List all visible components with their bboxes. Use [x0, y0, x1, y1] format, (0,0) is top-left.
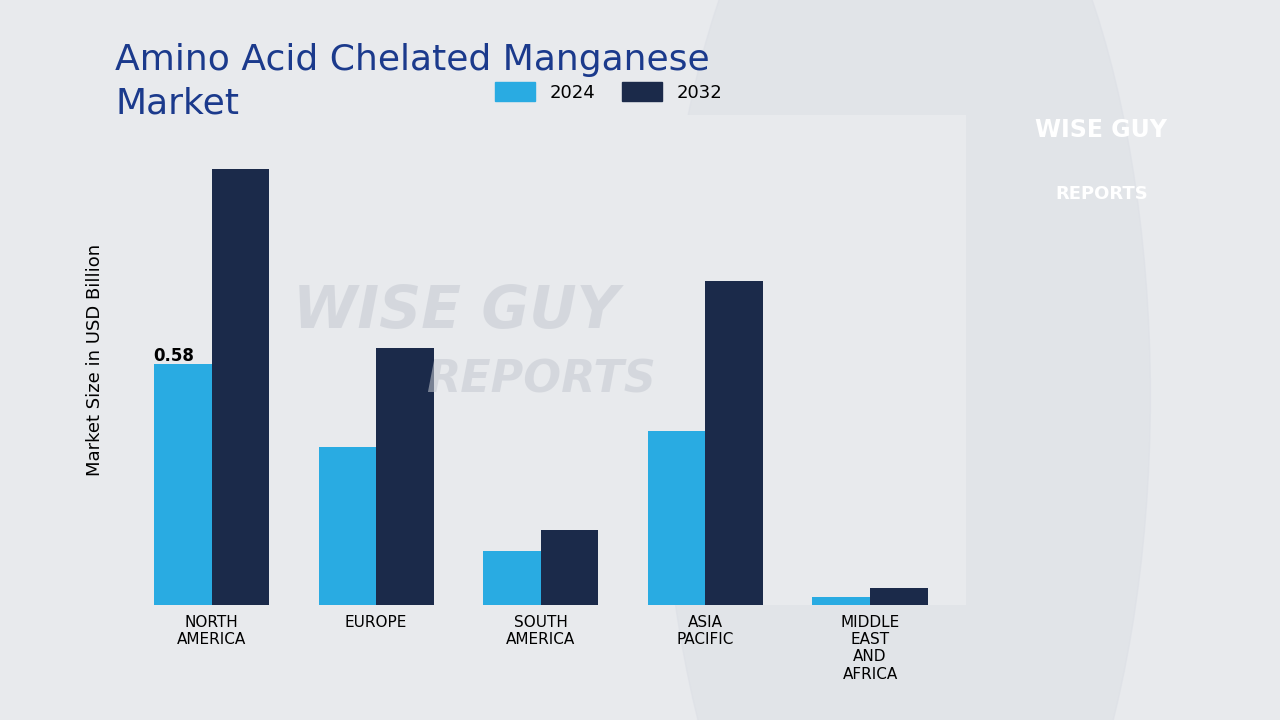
Legend: 2024, 2032: 2024, 2032	[488, 76, 730, 109]
Circle shape	[660, 0, 1151, 720]
Bar	[705, 282, 763, 605]
Text: REPORTS: REPORTS	[426, 358, 655, 401]
Bar	[870, 588, 928, 605]
Y-axis label: Market Size in USD Billion: Market Size in USD Billion	[86, 244, 104, 476]
Text: WISE GUY: WISE GUY	[1036, 117, 1167, 142]
Bar	[211, 169, 269, 605]
Text: Amino Acid Chelated Manganese
Market: Amino Acid Chelated Manganese Market	[115, 43, 710, 121]
Bar	[376, 348, 434, 605]
Bar	[540, 530, 599, 605]
Bar	[319, 447, 376, 605]
Bar	[154, 364, 211, 605]
Text: WISE GUY: WISE GUY	[293, 282, 618, 340]
Text: REPORTS: REPORTS	[1055, 185, 1148, 203]
Text: 0.58: 0.58	[154, 347, 195, 365]
Bar	[813, 596, 870, 605]
Bar	[648, 431, 705, 605]
Bar	[483, 551, 541, 605]
